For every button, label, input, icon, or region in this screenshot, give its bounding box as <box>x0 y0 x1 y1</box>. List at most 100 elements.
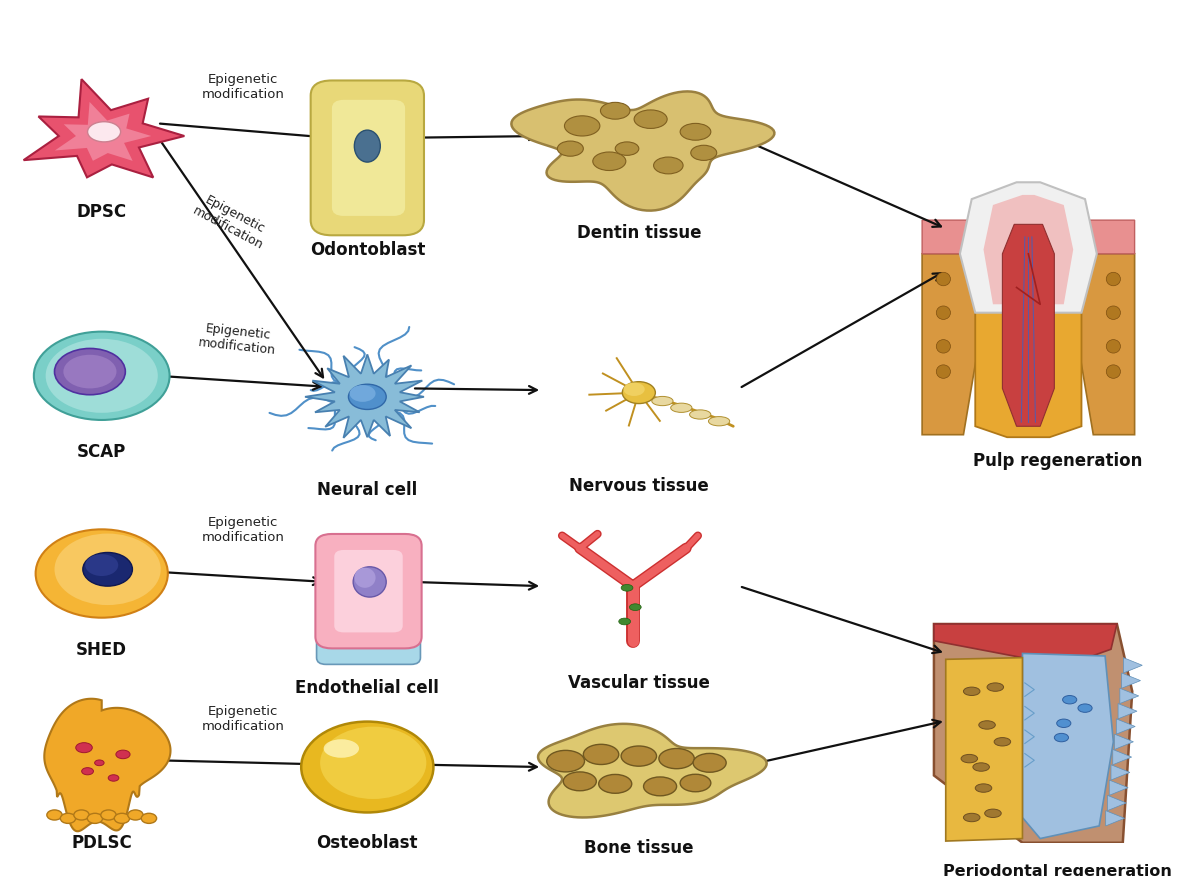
Ellipse shape <box>1106 365 1121 378</box>
Ellipse shape <box>36 529 168 618</box>
Ellipse shape <box>619 618 630 625</box>
Ellipse shape <box>348 385 386 409</box>
Ellipse shape <box>76 743 92 752</box>
Ellipse shape <box>629 604 641 611</box>
Ellipse shape <box>64 355 116 388</box>
Ellipse shape <box>599 774 631 794</box>
Ellipse shape <box>976 784 991 792</box>
FancyBboxPatch shape <box>332 100 406 216</box>
Ellipse shape <box>320 726 426 799</box>
Text: Odontoblast: Odontoblast <box>310 241 425 259</box>
Ellipse shape <box>691 145 716 160</box>
Ellipse shape <box>47 810 62 820</box>
Polygon shape <box>55 102 151 161</box>
Ellipse shape <box>354 568 376 588</box>
Ellipse shape <box>142 813 157 823</box>
Ellipse shape <box>85 555 119 576</box>
Ellipse shape <box>936 340 950 353</box>
Polygon shape <box>1022 653 1114 838</box>
Polygon shape <box>922 254 982 434</box>
Polygon shape <box>1075 254 1135 434</box>
Ellipse shape <box>690 410 710 419</box>
Text: SHED: SHED <box>77 641 127 659</box>
Ellipse shape <box>82 767 94 774</box>
Ellipse shape <box>964 687 980 696</box>
Text: Nervous tissue: Nervous tissue <box>569 477 709 495</box>
Ellipse shape <box>671 403 692 413</box>
Polygon shape <box>1058 254 1075 430</box>
Polygon shape <box>1123 658 1142 673</box>
Ellipse shape <box>74 810 89 820</box>
FancyBboxPatch shape <box>335 550 403 632</box>
Ellipse shape <box>88 122 121 142</box>
Ellipse shape <box>60 813 76 823</box>
Ellipse shape <box>563 772 596 791</box>
Polygon shape <box>1112 750 1132 765</box>
Ellipse shape <box>583 745 619 765</box>
Ellipse shape <box>557 141 583 156</box>
Polygon shape <box>922 220 984 254</box>
Text: Vascular tissue: Vascular tissue <box>568 675 709 692</box>
Text: Neural cell: Neural cell <box>317 481 418 499</box>
Ellipse shape <box>127 810 143 820</box>
Ellipse shape <box>652 397 673 406</box>
Polygon shape <box>1122 673 1140 689</box>
Ellipse shape <box>988 683 1003 691</box>
Polygon shape <box>1105 810 1124 826</box>
Ellipse shape <box>1057 719 1070 727</box>
Polygon shape <box>1115 734 1134 750</box>
Ellipse shape <box>694 753 726 773</box>
Ellipse shape <box>1062 696 1076 704</box>
Text: Epigenetic
modification: Epigenetic modification <box>191 191 272 252</box>
Ellipse shape <box>95 760 104 766</box>
Ellipse shape <box>964 813 980 822</box>
Ellipse shape <box>547 751 584 772</box>
Text: Epigenetic
modification: Epigenetic modification <box>202 73 284 101</box>
Ellipse shape <box>101 810 116 820</box>
FancyBboxPatch shape <box>316 534 421 648</box>
Polygon shape <box>1002 224 1055 427</box>
Polygon shape <box>1120 689 1139 703</box>
Ellipse shape <box>634 110 667 129</box>
Text: Periodontal regeneration: Periodontal regeneration <box>943 864 1172 876</box>
Text: Pulp regeneration: Pulp regeneration <box>973 451 1142 470</box>
Polygon shape <box>934 624 1133 843</box>
Ellipse shape <box>54 533 161 605</box>
Ellipse shape <box>324 739 359 758</box>
Text: Epigenetic
modification: Epigenetic modification <box>202 516 284 544</box>
Text: Epigenetic
modification: Epigenetic modification <box>197 321 277 357</box>
Ellipse shape <box>654 157 683 173</box>
Text: SCAP: SCAP <box>77 443 126 461</box>
Ellipse shape <box>1106 340 1121 353</box>
Ellipse shape <box>46 339 157 413</box>
Text: Bone tissue: Bone tissue <box>584 838 694 857</box>
Polygon shape <box>934 624 1117 662</box>
Text: PDLSC: PDLSC <box>71 834 132 852</box>
Ellipse shape <box>616 142 638 155</box>
Text: DPSC: DPSC <box>77 203 127 222</box>
Polygon shape <box>1118 703 1136 719</box>
Polygon shape <box>24 79 185 178</box>
Polygon shape <box>982 254 998 430</box>
Polygon shape <box>946 658 1022 841</box>
Text: Epigenetic
modification: Epigenetic modification <box>202 705 284 733</box>
Ellipse shape <box>34 332 169 420</box>
Ellipse shape <box>979 721 995 729</box>
Ellipse shape <box>1055 733 1068 742</box>
Ellipse shape <box>936 306 950 320</box>
Ellipse shape <box>994 738 1010 746</box>
Ellipse shape <box>353 567 386 597</box>
Ellipse shape <box>680 124 710 140</box>
Polygon shape <box>305 355 424 438</box>
Ellipse shape <box>301 722 433 812</box>
Polygon shape <box>1111 765 1130 780</box>
Text: Osteoblast: Osteoblast <box>317 834 418 852</box>
Ellipse shape <box>1106 272 1121 286</box>
Ellipse shape <box>1078 704 1092 712</box>
Ellipse shape <box>622 584 632 591</box>
Polygon shape <box>960 182 1097 313</box>
Text: Endothelial cell: Endothelial cell <box>295 679 439 696</box>
Polygon shape <box>1073 220 1135 254</box>
Ellipse shape <box>108 774 119 781</box>
Polygon shape <box>511 91 774 210</box>
